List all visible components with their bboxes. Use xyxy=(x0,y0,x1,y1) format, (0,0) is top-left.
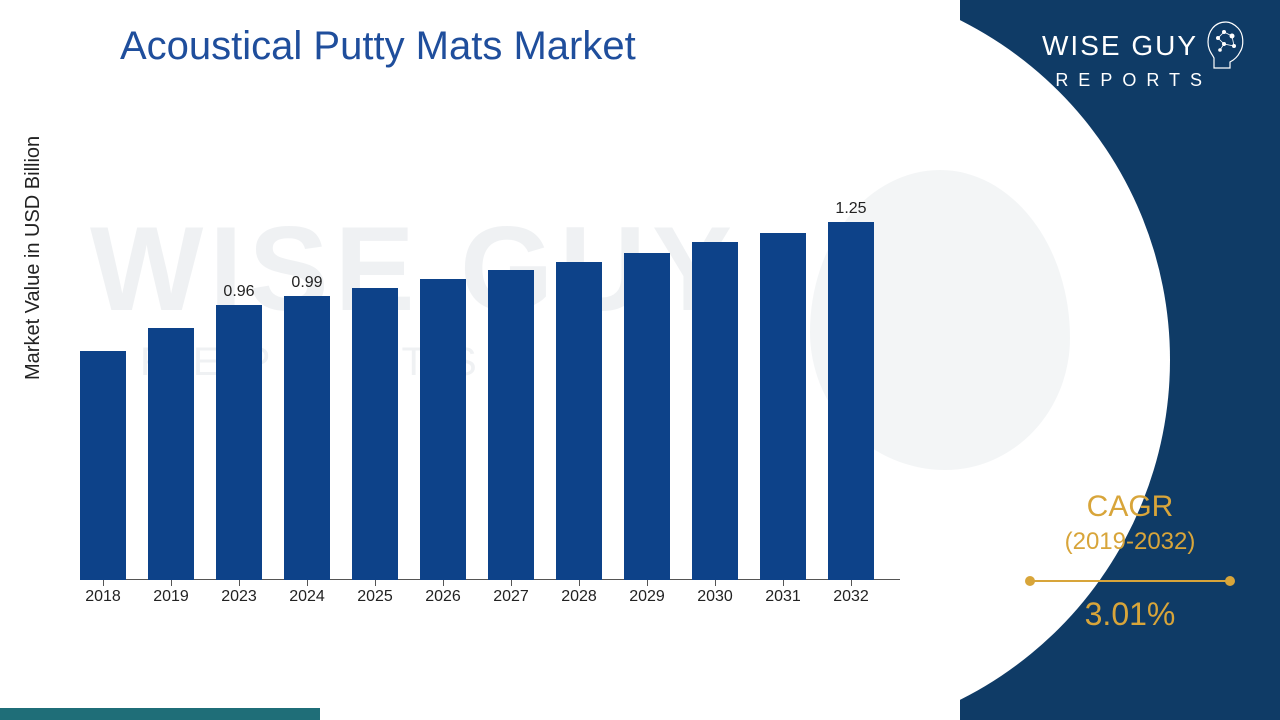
chart-title: Acoustical Putty Mats Market xyxy=(120,24,636,69)
bar-slot xyxy=(352,150,398,580)
cagr-divider-line xyxy=(1030,580,1230,582)
x-tick-label: 2026 xyxy=(425,588,461,606)
bar-slot xyxy=(624,150,670,580)
x-tick xyxy=(579,580,580,586)
bar xyxy=(148,328,194,580)
x-tick-label: 2019 xyxy=(153,588,189,606)
x-tick-label: 2018 xyxy=(85,588,121,606)
x-tick-label: 2031 xyxy=(765,588,801,606)
bar-value-label: 0.99 xyxy=(284,274,330,296)
x-tick xyxy=(171,580,172,586)
bar xyxy=(828,222,874,580)
bar xyxy=(556,262,602,580)
brand-logo: WISE GUY REPORTS xyxy=(1042,20,1248,91)
bar-slot xyxy=(692,150,738,580)
chart-canvas: WISE GUY REPORTS Acoustical Putty Mats M… xyxy=(0,0,1280,720)
bar-slot xyxy=(760,150,806,580)
bar xyxy=(488,270,534,580)
bar xyxy=(624,253,670,580)
cagr-block: CAGR (2019-2032) 3.01% xyxy=(980,490,1280,633)
bar-slot xyxy=(488,150,534,580)
cagr-range: (2019-2032) xyxy=(980,528,1280,556)
x-tick xyxy=(647,580,648,586)
bars-container: 0.96 0.99 1.25 xyxy=(80,150,900,580)
x-tick-label: 2027 xyxy=(493,588,529,606)
bar-slot xyxy=(556,150,602,580)
logo-line2: REPORTS xyxy=(1042,70,1248,91)
x-tick xyxy=(239,580,240,586)
bar-slot: 0.96 xyxy=(216,150,262,580)
x-tick-label: 2024 xyxy=(289,588,325,606)
bar xyxy=(692,242,738,580)
x-tick xyxy=(715,580,716,586)
bar-slot xyxy=(80,150,126,580)
x-tick xyxy=(103,580,104,586)
logo-head-icon xyxy=(1204,20,1248,72)
bottom-accent-bar xyxy=(0,708,320,720)
bar xyxy=(760,233,806,580)
x-tick-label: 2023 xyxy=(221,588,257,606)
y-axis-label: Market Value in USD Billion xyxy=(22,136,45,380)
bar xyxy=(352,288,398,580)
bar-slot xyxy=(148,150,194,580)
x-tick xyxy=(511,580,512,586)
x-tick xyxy=(443,580,444,586)
x-tick-label: 2028 xyxy=(561,588,597,606)
x-tick xyxy=(783,580,784,586)
bar-slot: 1.25 xyxy=(828,150,874,580)
logo-line1: WISE GUY xyxy=(1042,30,1198,62)
x-tick-label: 2029 xyxy=(629,588,665,606)
x-tick-label: 2025 xyxy=(357,588,393,606)
x-tick-label: 2030 xyxy=(697,588,733,606)
x-tick xyxy=(375,580,376,586)
bar xyxy=(284,296,330,580)
x-tick xyxy=(307,580,308,586)
bar xyxy=(420,279,466,580)
cagr-title: CAGR xyxy=(980,490,1280,524)
bar xyxy=(216,305,262,580)
bar-slot: 0.99 xyxy=(284,150,330,580)
bar xyxy=(80,351,126,580)
bar-value-label: 0.96 xyxy=(216,283,262,305)
x-tick xyxy=(851,580,852,586)
bar-value-label: 1.25 xyxy=(828,200,874,222)
cagr-value: 3.01% xyxy=(980,596,1280,633)
bar-slot xyxy=(420,150,466,580)
chart-plot-area: 0.96 0.99 1.25 xyxy=(80,150,900,580)
x-tick-label: 2032 xyxy=(833,588,869,606)
